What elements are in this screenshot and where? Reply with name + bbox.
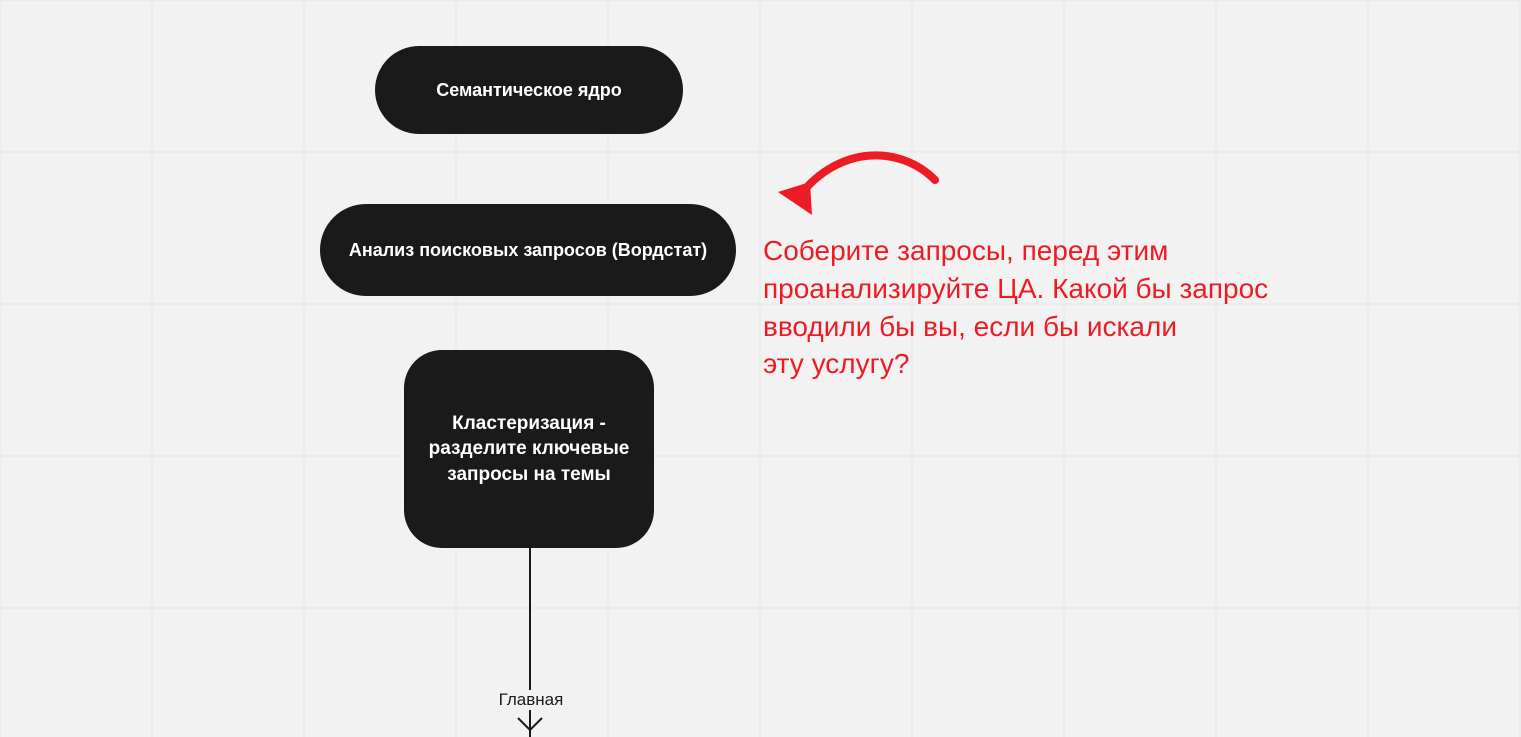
node-clustering[interactable]: Кластеризация - разделите ключевые запро… — [404, 350, 654, 548]
node-label: Кластеризация - разделите ключевые запро… — [404, 401, 654, 498]
node-label: Анализ поисковых запросов (Вордстат) — [325, 228, 731, 272]
diagram-canvas: Семантическое ядро Анализ поисковых запр… — [0, 0, 1521, 737]
node-search-analysis[interactable]: Анализ поисковых запросов (Вордстат) — [320, 204, 736, 296]
sub-label-main: Главная — [492, 690, 570, 710]
grid-background — [0, 0, 1521, 737]
node-semantic-core[interactable]: Семантическое ядро — [375, 46, 683, 134]
node-label: Семантическое ядро — [412, 68, 646, 112]
annotation-text: Соберите запросы, перед этим проанализир… — [763, 232, 1268, 383]
